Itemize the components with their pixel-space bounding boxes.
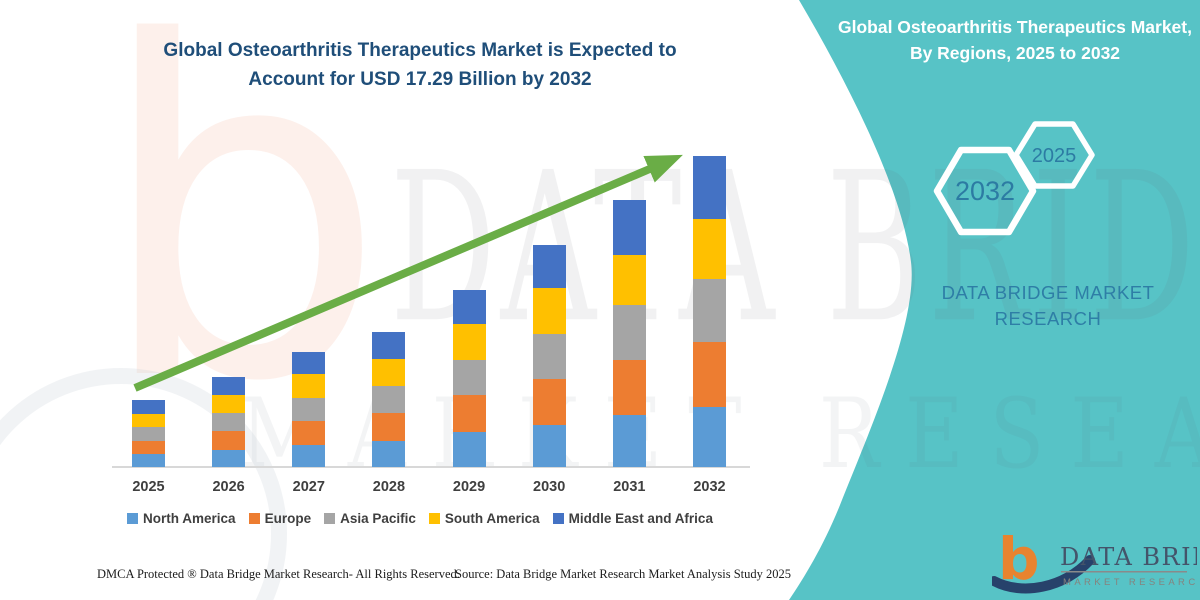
- bar-segment-south-america: [372, 359, 406, 387]
- x-axis-label-2026: 2026: [212, 479, 245, 495]
- bar-segment-middle-east-and-africa: [532, 244, 566, 288]
- bar-segment-europe: [132, 440, 165, 455]
- bar-segment-europe: [532, 378, 566, 425]
- x-axis-label-2029: 2029: [452, 479, 486, 495]
- legend-item-north-america: North America: [127, 511, 236, 526]
- bar-segment-north-america: [372, 440, 406, 467]
- legend-item-middle-east-and-africa: Middle East and Africa: [552, 511, 713, 526]
- legend-item-europe: Europe: [248, 511, 312, 526]
- x-axis-label-2031: 2031: [613, 479, 646, 495]
- legend-item-asia-pacific: Asia Pacific: [324, 511, 416, 526]
- legend-label: South America: [444, 511, 540, 526]
- hexagon-2032: [933, 146, 1037, 236]
- bar-2025: [132, 400, 165, 467]
- bar-segment-asia-pacific: [292, 397, 326, 422]
- bar-segment-europe: [692, 341, 726, 407]
- bar-segment-south-america: [132, 413, 165, 428]
- bar-segment-south-america: [532, 287, 566, 334]
- bar-segment-middle-east-and-africa: [212, 377, 246, 396]
- x-axis-label-2028: 2028: [372, 479, 406, 495]
- legend-label: Middle East and Africa: [568, 511, 713, 526]
- legend-swatch-icon: [552, 513, 564, 524]
- bar-segment-europe: [372, 413, 406, 441]
- bar-2032: [692, 155, 726, 467]
- legend-label: Asia Pacific: [340, 511, 416, 526]
- x-axis-line: [112, 466, 750, 468]
- legend-swatch-icon: [127, 513, 139, 524]
- bar-segment-south-america: [292, 374, 326, 398]
- bar-segment-europe: [452, 395, 486, 432]
- trend-arrow-line: [133, 154, 683, 392]
- x-axis-label-2025: 2025: [132, 479, 165, 495]
- legend-label: Europe: [264, 511, 312, 526]
- bar-segment-south-america: [212, 395, 246, 414]
- brand-wordmark: DATA BRIDGE MARKET RESEARCH: [941, 282, 1155, 329]
- bar-segment-asia-pacific: [372, 386, 406, 414]
- bar-segment-middle-east-and-africa: [292, 351, 326, 375]
- bar-segment-south-america: [692, 218, 726, 279]
- hexagon-2025-label: 2025: [1032, 145, 1077, 167]
- chart-title-line2: Account for USD 17.29 Billion by 2032: [248, 69, 592, 91]
- bar-segment-asia-pacific: [132, 427, 165, 441]
- x-axis-label-2030: 2030: [533, 479, 566, 495]
- logo-sub-text: MARKET RESEARCH: [1063, 577, 1197, 588]
- data-bridge-logo: b DATA BRIDGE MARKET RESEARCH: [992, 525, 1197, 594]
- bar-segment-europe: [212, 431, 246, 450]
- bar-segment-north-america: [532, 424, 566, 467]
- bar-segment-middle-east-and-africa: [132, 400, 165, 414]
- chart-title: Global Osteoarthritis Therapeutics Marke…: [80, 36, 760, 95]
- bar-segment-south-america: [612, 254, 646, 306]
- side-panel-title: Global Osteoarthritis Therapeutics Marke…: [838, 17, 1192, 64]
- legend-label: North America: [143, 511, 236, 526]
- bar-segment-middle-east-and-africa: [452, 289, 486, 324]
- legend-item-south-america: South America: [428, 511, 540, 526]
- x-axis-label-2032: 2032: [693, 479, 726, 495]
- bar-segment-asia-pacific: [212, 413, 246, 432]
- bar-2026: [212, 377, 246, 467]
- hexagon-badges: 2032 2025: [933, 121, 1095, 236]
- bar-2031: [612, 199, 646, 467]
- logo-swoosh-icon: [992, 555, 1095, 594]
- bar-2029: [452, 289, 486, 467]
- chart-title-line1: Global Osteoarthritis Therapeutics Marke…: [163, 40, 677, 61]
- bar-segment-north-america: [452, 431, 486, 467]
- logo-divider: [1061, 571, 1187, 573]
- legend-swatch-icon: [248, 513, 260, 524]
- bar-segment-europe: [612, 359, 646, 415]
- hexagon-2025: [1013, 121, 1095, 189]
- bar-2028: [372, 332, 406, 467]
- bar-segment-south-america: [452, 323, 486, 360]
- bar-segment-north-america: [612, 414, 646, 467]
- chart-legend: North America Europe Asia Pacific South Ame…: [85, 511, 755, 526]
- bar-segment-middle-east-and-africa: [372, 332, 406, 360]
- bar-segment-middle-east-and-africa: [692, 155, 726, 219]
- bar-segment-asia-pacific: [452, 359, 486, 396]
- bar-2027: [292, 351, 326, 467]
- hexagon-2032-label: 2032: [955, 176, 1015, 206]
- bar-segment-middle-east-and-africa: [612, 199, 646, 255]
- bar-segment-north-america: [212, 449, 246, 467]
- x-axis-label-2027: 2027: [292, 479, 325, 495]
- bar-segment-asia-pacific: [532, 333, 566, 379]
- legend-swatch-icon: [428, 513, 440, 524]
- bar-segment-north-america: [292, 444, 326, 467]
- source-note: Source: Data Bridge Market Research Mark…: [455, 567, 792, 581]
- bar-segment-asia-pacific: [612, 305, 646, 360]
- bar-segment-north-america: [692, 406, 726, 467]
- bar-2030: [532, 244, 566, 467]
- bar-segment-asia-pacific: [692, 278, 726, 342]
- dmca-notice: DMCA Protected ® Data Bridge Market Rese…: [97, 567, 460, 581]
- teal-panel-shape: [789, 0, 1200, 600]
- bar-segment-europe: [292, 421, 326, 445]
- logo-brand-text: DATA BRIDGE: [1060, 543, 1197, 571]
- bar-segment-north-america: [132, 454, 165, 467]
- legend-swatch-icon: [324, 513, 336, 524]
